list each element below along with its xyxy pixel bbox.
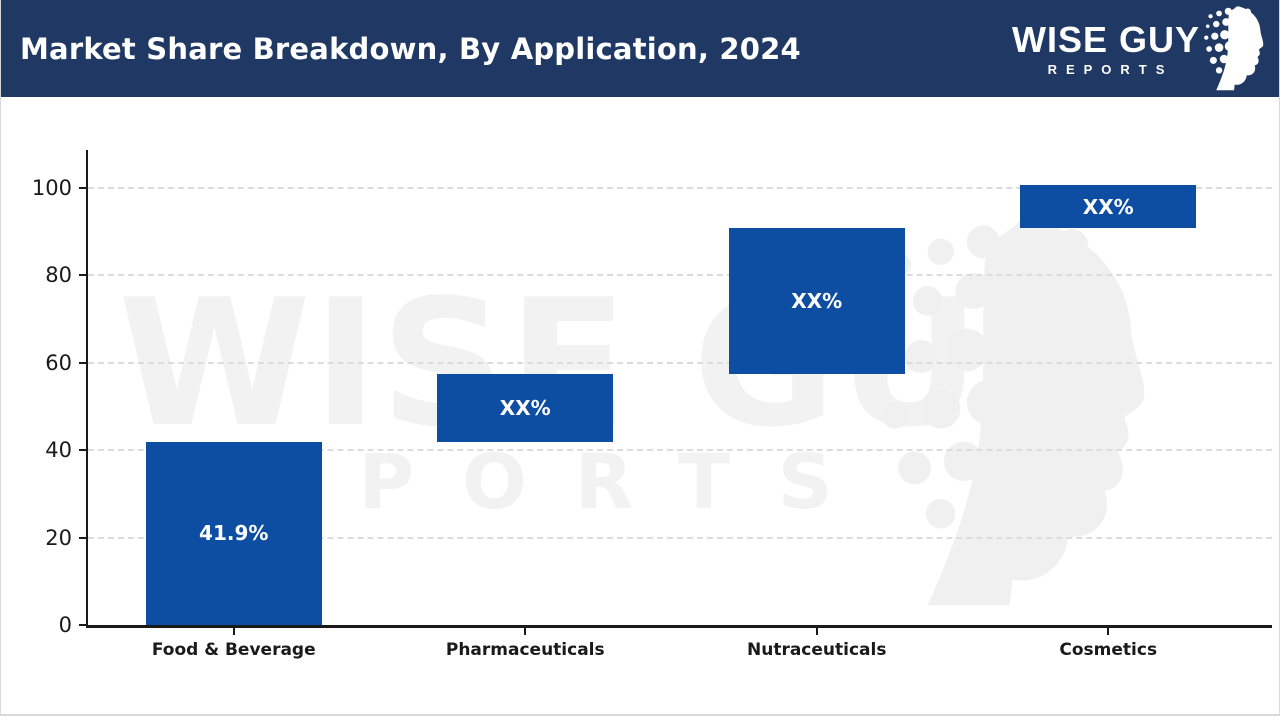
logo-wordmark: WISE GUY xyxy=(1011,18,1200,60)
dotted-head-profile-icon xyxy=(1204,5,1264,90)
y-gridline xyxy=(88,536,1272,539)
bar-value-label: 41.9% xyxy=(199,521,269,546)
x-tick-mark xyxy=(524,627,527,635)
y-tick-label: 80 xyxy=(45,263,72,287)
waterfall-bar: XX% xyxy=(437,374,614,442)
y-gridline xyxy=(88,361,1272,364)
x-axis-line xyxy=(86,625,1272,628)
y-tick-label: 20 xyxy=(45,525,72,550)
y-tick-mark xyxy=(79,449,88,451)
watermark-dotted-head-icon xyxy=(871,219,1145,606)
wise-guy-reports-logo: WISE GUY REPORTS xyxy=(1011,5,1266,92)
header-bar: Market Share Breakdown, By Application, … xyxy=(0,0,1280,97)
y-tick-mark xyxy=(79,274,88,276)
x-tick-label: Cosmetics xyxy=(1059,640,1158,660)
y-gridline xyxy=(88,449,1272,451)
waterfall-bar: XX% xyxy=(728,228,905,375)
y-tick-mark xyxy=(79,186,88,189)
y-tick-mark xyxy=(79,624,88,626)
y-tick-label: 40 xyxy=(45,438,72,462)
y-tick-mark xyxy=(79,361,88,364)
waterfall-bar: XX% xyxy=(1020,185,1197,229)
y-gridline xyxy=(88,186,1272,189)
x-tick-label: Nutraceuticals xyxy=(747,640,887,660)
y-tick-label: 0 xyxy=(58,613,72,637)
x-tick-mark xyxy=(1107,627,1110,635)
waterfall-chart: WISE GUY REPORTS 0 20 40 60 80 100 41.9% Food &… xyxy=(0,97,1280,716)
logo-subtitle: REPORTS xyxy=(1047,61,1174,77)
page-title: Market Share Breakdown, By Application, … xyxy=(20,31,801,66)
y-tick-mark xyxy=(79,536,88,539)
x-tick-mark xyxy=(232,627,235,635)
x-tick-label: Pharmaceuticals xyxy=(445,640,605,660)
x-tick-label: Food & Beverage xyxy=(151,640,316,660)
y-gridline xyxy=(88,274,1272,276)
logo-text: WISE GUY REPORTS xyxy=(1011,18,1200,77)
bar-value-label: XX% xyxy=(1082,194,1134,219)
bar-value-label: XX% xyxy=(499,396,551,420)
x-tick-mark xyxy=(815,627,818,635)
y-tick-label: 60 xyxy=(45,350,72,375)
y-axis-line xyxy=(86,150,88,627)
waterfall-bar: 41.9% xyxy=(145,441,322,625)
bar-value-label: XX% xyxy=(791,289,843,314)
y-tick-label: 100 xyxy=(31,175,72,200)
